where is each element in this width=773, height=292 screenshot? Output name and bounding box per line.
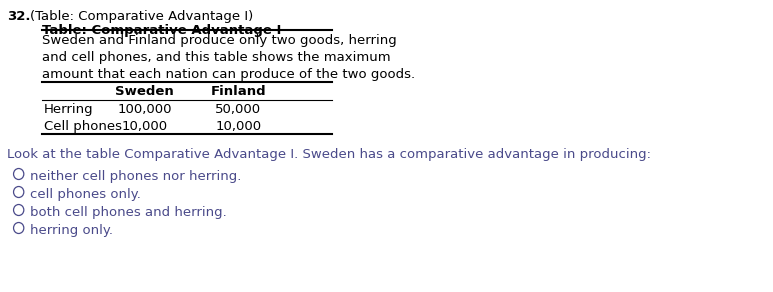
Text: 50,000: 50,000 <box>215 103 261 116</box>
Text: 10,000: 10,000 <box>121 120 168 133</box>
Text: Finland: Finland <box>210 85 266 98</box>
Text: both cell phones and herring.: both cell phones and herring. <box>30 206 226 219</box>
Text: neither cell phones nor herring.: neither cell phones nor herring. <box>30 170 241 183</box>
Text: Herring: Herring <box>44 103 94 116</box>
Text: 100,000: 100,000 <box>117 103 172 116</box>
Text: Cell phones: Cell phones <box>44 120 122 133</box>
Text: 32.: 32. <box>8 10 31 23</box>
Text: Look at the table Comparative Advantage I. Sweden has a comparative advantage in: Look at the table Comparative Advantage … <box>8 148 652 161</box>
Text: Table: Comparative Advantage I: Table: Comparative Advantage I <box>42 24 281 37</box>
Text: 10,000: 10,000 <box>215 120 261 133</box>
Text: (Table: Comparative Advantage I): (Table: Comparative Advantage I) <box>30 10 253 23</box>
Text: Sweden: Sweden <box>115 85 174 98</box>
Text: Sweden and Finland produce only two goods, herring
and cell phones, and this tab: Sweden and Finland produce only two good… <box>42 34 415 81</box>
Text: cell phones only.: cell phones only. <box>30 188 141 201</box>
Text: herring only.: herring only. <box>30 224 113 237</box>
